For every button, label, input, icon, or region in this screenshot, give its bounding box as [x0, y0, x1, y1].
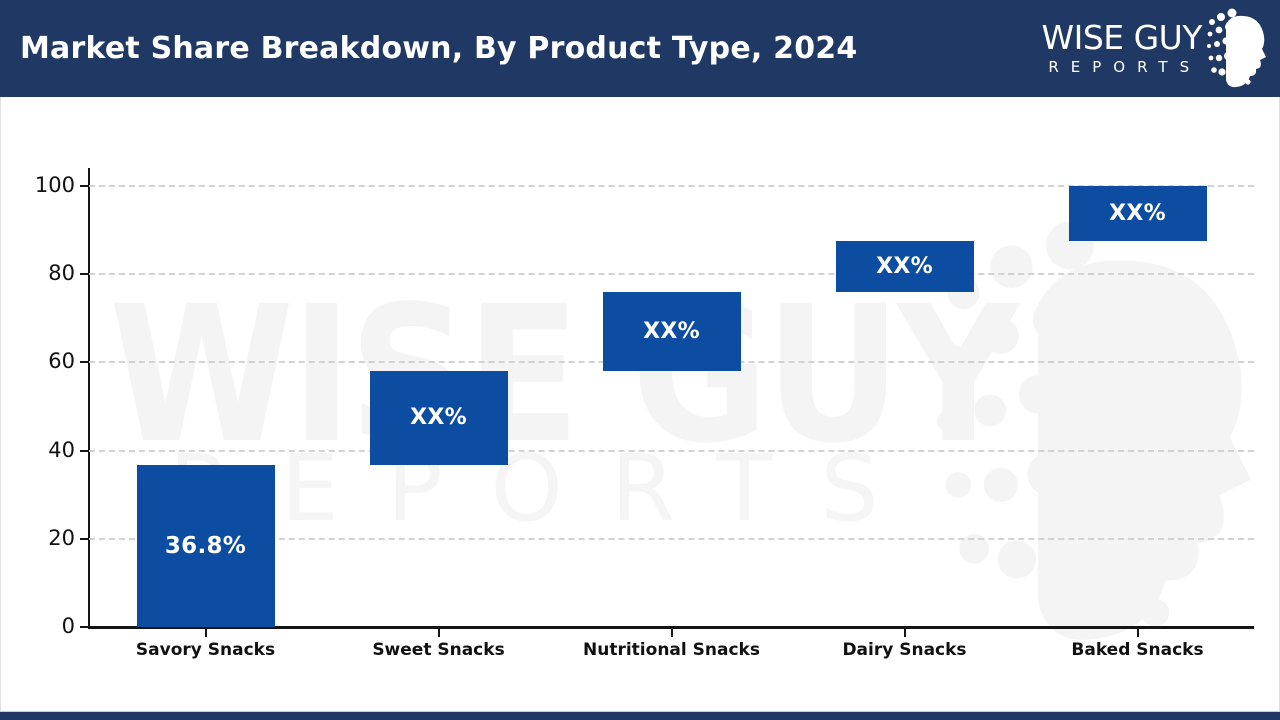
watermark-subtext: REPORTS	[169, 435, 927, 542]
y-axis-line	[88, 168, 90, 629]
logo-subtext: REPORTS	[1048, 58, 1202, 76]
bar-value-label: 36.8%	[164, 532, 247, 559]
waterfall-bar: 36.8%	[136, 464, 275, 627]
gridline	[89, 185, 1254, 187]
y-tick-mark	[80, 361, 89, 364]
waterfall-bar: XX%	[1068, 186, 1207, 242]
x-tick-mark	[1136, 629, 1139, 637]
logo-text: WISE GUY REPORTS	[1041, 18, 1202, 76]
x-tick-label: Nutritional Snacks	[583, 640, 760, 660]
watermark-wordmark: WISE GUY	[109, 265, 1019, 485]
x-tick-mark	[204, 629, 207, 637]
x-tick-label: Savory Snacks	[135, 640, 276, 660]
y-tick-mark	[80, 626, 89, 628]
x-tick-mark	[670, 629, 673, 637]
y-tick-label: 100	[34, 173, 75, 197]
x-tick-label: Baked Snacks	[1071, 640, 1204, 660]
x-axis-line	[88, 626, 1254, 629]
waterfall-bar: XX%	[369, 371, 508, 465]
y-tick-label: 40	[48, 437, 75, 462]
y-tick-label: 0	[61, 614, 75, 638]
waterfall-bar: XX%	[835, 241, 974, 292]
x-tick-mark	[903, 629, 906, 637]
footer-divider	[0, 711, 1280, 712]
page-title: Market Share Breakdown, By Product Type,…	[20, 31, 858, 66]
waterfall-bar: XX%	[602, 291, 741, 372]
y-tick-mark	[80, 537, 89, 540]
y-tick-label: 80	[48, 261, 75, 286]
gridline	[89, 273, 1254, 276]
gridline	[89, 449, 1254, 452]
waterfall-chart: 0 20 40 60 80 100 36.8% Savory Snacks XX% Sweet S…	[1, 97, 1279, 712]
x-tick-label: Dairy Snacks	[842, 640, 967, 660]
bar-value-label: XX%	[1109, 201, 1166, 227]
x-tick-label: Sweet Snacks	[372, 640, 505, 660]
y-tick-label: 20	[48, 525, 75, 550]
chart-area: WISE GUY REPORTS 0 20 40 60 80 100 36.8% Savory…	[0, 97, 1280, 712]
y-tick-label: 60	[48, 349, 75, 374]
bar-value-label: XX%	[876, 253, 933, 279]
gridline	[89, 537, 1254, 540]
logo-wordmark: WISE GUY	[1041, 18, 1202, 57]
wiseguy-face-icon	[1207, 8, 1266, 88]
y-tick-mark	[80, 185, 89, 187]
bar-value-label: XX%	[410, 405, 467, 431]
y-tick-mark	[80, 449, 89, 452]
bar-value-label: XX%	[643, 319, 700, 345]
y-tick-mark	[80, 273, 89, 276]
x-tick-mark	[437, 629, 440, 637]
footer-bar	[0, 712, 1280, 720]
header-bar: Market Share Breakdown, By Product Type,…	[0, 0, 1280, 97]
wiseguy-logo: WISE GUY REPORTS	[1012, 6, 1268, 92]
